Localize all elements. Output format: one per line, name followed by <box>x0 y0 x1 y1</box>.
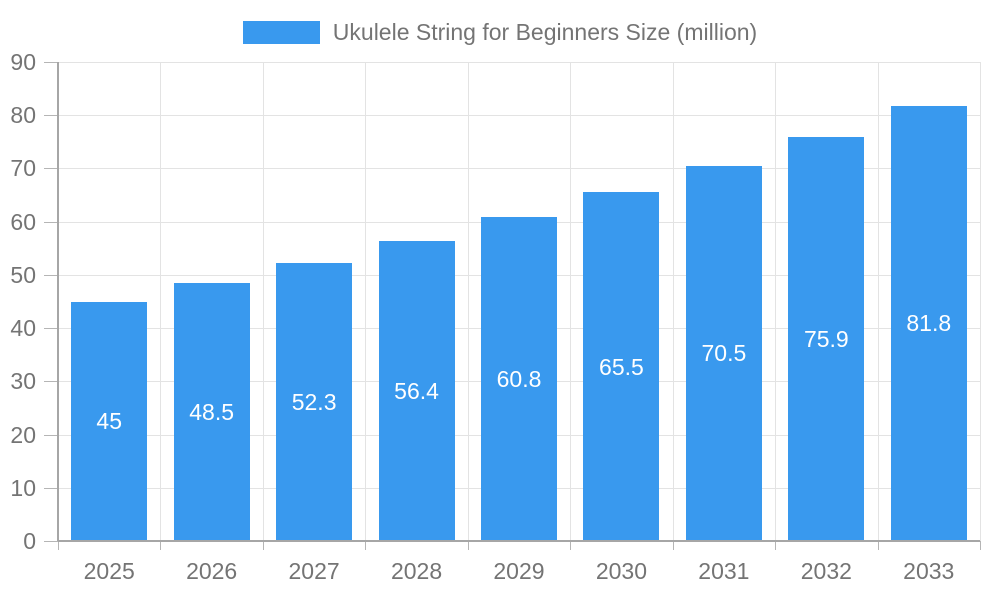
x-tick-label: 2025 <box>83 558 135 584</box>
y-tick-mark <box>44 434 58 436</box>
x-gridline <box>980 62 981 541</box>
x-tick-mark <box>877 541 879 550</box>
bar: 75.9 <box>788 137 865 541</box>
x-tick-mark <box>58 541 59 550</box>
y-tick-mark <box>44 168 58 170</box>
x-tick-mark <box>672 541 674 550</box>
legend-label: Ukulele String for Beginners Size (milli… <box>332 19 758 45</box>
y-tick-mark <box>44 328 58 330</box>
bar: 45 <box>71 301 148 541</box>
bar-value-label: 65.5 <box>599 353 644 380</box>
x-gridline <box>877 62 879 541</box>
y-tick-label: 90 <box>10 49 36 75</box>
bar-value-label: 70.5 <box>701 340 747 367</box>
y-tick-label: 70 <box>10 155 36 182</box>
y-gridline <box>58 168 980 170</box>
x-tick-mark <box>775 541 777 550</box>
x-tick-label: 2026 <box>186 558 238 584</box>
x-tick-mark <box>160 541 162 550</box>
y-tick-label: 20 <box>10 421 36 448</box>
x-gridline <box>570 62 572 541</box>
y-tick-mark <box>44 487 58 489</box>
x-tick-label: 2032 <box>800 558 852 584</box>
y-tick-label: 40 <box>10 315 36 342</box>
x-gridline <box>160 62 162 541</box>
legend-swatch <box>242 20 320 44</box>
x-axis-line <box>58 540 980 542</box>
y-tick-label: 50 <box>10 261 36 288</box>
y-tick-label: 10 <box>10 474 36 501</box>
x-gridline <box>775 62 777 541</box>
x-tick-mark <box>262 541 264 550</box>
y-tick-mark <box>44 221 58 223</box>
x-gridline <box>365 62 367 541</box>
bar: 52.3 <box>276 262 353 541</box>
x-tick-label: 2031 <box>698 558 750 584</box>
bar: 48.5 <box>173 282 250 541</box>
x-tick-label: 2028 <box>390 558 443 584</box>
y-tick-label: 60 <box>10 208 36 235</box>
x-tick-label: 2030 <box>595 558 648 584</box>
bar-value-label: 48.5 <box>189 398 235 425</box>
bar-value-label: 52.3 <box>291 388 337 415</box>
x-gridline <box>672 62 674 541</box>
y-gridline <box>58 62 980 63</box>
bar: 60.8 <box>481 217 557 541</box>
y-tick-mark <box>44 381 58 383</box>
y-tick-label: 80 <box>10 102 36 129</box>
legend[interactable]: Ukulele String for Beginners Size (milli… <box>0 19 1000 45</box>
bar-value-label: 81.8 <box>906 310 952 337</box>
bar-value-label: 75.9 <box>803 326 849 352</box>
bar-value-label: 45 <box>96 408 123 435</box>
bar: 70.5 <box>685 165 762 541</box>
x-tick-mark <box>467 541 469 550</box>
x-tick-label: 2027 <box>288 558 340 584</box>
x-tick-mark <box>365 541 367 550</box>
bar-value-label: 56.4 <box>394 377 439 404</box>
x-tick-label: 2033 <box>903 558 955 584</box>
x-tick-mark <box>570 541 572 550</box>
y-tick-mark <box>44 115 58 117</box>
y-tick-label: 30 <box>10 368 36 395</box>
bar: 81.8 <box>890 105 967 541</box>
x-tick-mark <box>980 541 981 550</box>
y-gridline <box>58 115 980 117</box>
x-tick-label: 2029 <box>493 558 545 584</box>
y-tick-mark <box>44 62 58 63</box>
x-gridline <box>467 62 469 541</box>
bar: 56.4 <box>378 240 455 541</box>
bar-value-label: 60.8 <box>496 366 542 393</box>
bar: 65.5 <box>583 192 660 541</box>
y-tick-mark <box>44 541 58 542</box>
y-tick-mark <box>44 274 58 276</box>
y-tick-label: 0 <box>23 528 36 554</box>
x-gridline <box>262 62 264 541</box>
y-axis-line <box>57 62 59 541</box>
